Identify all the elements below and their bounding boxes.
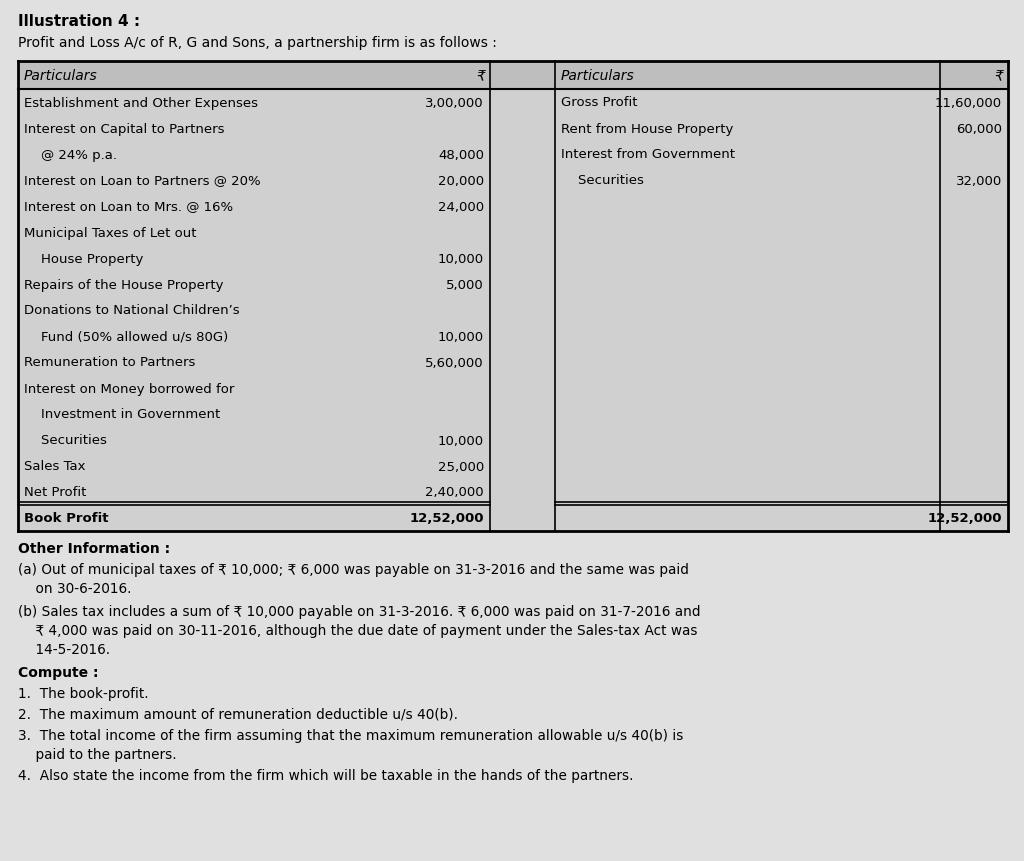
Text: Book Profit: Book Profit bbox=[24, 512, 109, 525]
Text: Investment in Government: Investment in Government bbox=[24, 408, 220, 421]
Text: Municipal Taxes of Let out: Municipal Taxes of Let out bbox=[24, 226, 197, 239]
Text: 3,00,000: 3,00,000 bbox=[425, 96, 484, 109]
Text: 10,000: 10,000 bbox=[438, 434, 484, 447]
Text: @ 24% p.a.: @ 24% p.a. bbox=[24, 148, 117, 161]
Text: Interest from Government: Interest from Government bbox=[561, 148, 735, 161]
Text: ₹ 4,000 was paid on 30-11-2016, although the due date of payment under the Sales: ₹ 4,000 was paid on 30-11-2016, although… bbox=[18, 623, 697, 637]
Text: Securities: Securities bbox=[24, 434, 106, 447]
Text: Securities: Securities bbox=[561, 174, 644, 188]
Text: Particulars: Particulars bbox=[561, 69, 635, 83]
Text: 12,52,000: 12,52,000 bbox=[410, 512, 484, 525]
Text: 4.  Also state the income from the firm which will be taxable in the hands of th: 4. Also state the income from the firm w… bbox=[18, 768, 634, 782]
Text: Net Profit: Net Profit bbox=[24, 486, 86, 499]
Text: Repairs of the House Property: Repairs of the House Property bbox=[24, 278, 223, 291]
Text: Gross Profit: Gross Profit bbox=[561, 96, 638, 109]
Text: 10,000: 10,000 bbox=[438, 330, 484, 343]
Text: Interest on Loan to Mrs. @ 16%: Interest on Loan to Mrs. @ 16% bbox=[24, 201, 233, 214]
Text: ₹: ₹ bbox=[476, 69, 485, 83]
Text: 48,000: 48,000 bbox=[438, 148, 484, 161]
Text: (a) Out of municipal taxes of ₹ 10,000; ₹ 6,000 was payable on 31-3-2016 and the: (a) Out of municipal taxes of ₹ 10,000; … bbox=[18, 562, 689, 576]
Text: House Property: House Property bbox=[24, 252, 143, 265]
Text: Profit and Loss A/c of R, G and Sons, a partnership firm is as follows :: Profit and Loss A/c of R, G and Sons, a … bbox=[18, 36, 497, 50]
Text: Interest on Loan to Partners @ 20%: Interest on Loan to Partners @ 20% bbox=[24, 174, 261, 188]
Text: Illustration 4 :: Illustration 4 : bbox=[18, 14, 140, 29]
Text: 25,000: 25,000 bbox=[437, 460, 484, 473]
Text: 12,52,000: 12,52,000 bbox=[928, 512, 1002, 525]
Text: Interest on Capital to Partners: Interest on Capital to Partners bbox=[24, 122, 224, 135]
Text: 14-5-2016.: 14-5-2016. bbox=[18, 642, 111, 656]
Text: 5,60,000: 5,60,000 bbox=[425, 356, 484, 369]
Text: Fund (50% allowed u/s 80G): Fund (50% allowed u/s 80G) bbox=[24, 330, 228, 343]
Bar bbox=[18, 62, 1008, 531]
Text: ₹: ₹ bbox=[994, 69, 1002, 83]
Text: Sales Tax: Sales Tax bbox=[24, 460, 85, 473]
Text: (b) Sales tax includes a sum of ₹ 10,000 payable on 31-3-2016. ₹ 6,000 was paid : (b) Sales tax includes a sum of ₹ 10,000… bbox=[18, 604, 700, 618]
Text: 32,000: 32,000 bbox=[955, 174, 1002, 188]
Text: 5,000: 5,000 bbox=[446, 278, 484, 291]
Text: 2.  The maximum amount of remuneration deductible u/s 40(b).: 2. The maximum amount of remuneration de… bbox=[18, 707, 458, 722]
Text: on 30-6-2016.: on 30-6-2016. bbox=[18, 581, 131, 595]
Text: 1.  The book-profit.: 1. The book-profit. bbox=[18, 686, 148, 700]
Text: 2,40,000: 2,40,000 bbox=[425, 486, 484, 499]
Text: 10,000: 10,000 bbox=[438, 252, 484, 265]
Bar bbox=[18, 62, 1008, 90]
Text: paid to the partners.: paid to the partners. bbox=[18, 747, 176, 761]
Text: 24,000: 24,000 bbox=[438, 201, 484, 214]
Text: 11,60,000: 11,60,000 bbox=[935, 96, 1002, 109]
Text: 20,000: 20,000 bbox=[438, 174, 484, 188]
Text: Compute :: Compute : bbox=[18, 666, 98, 679]
Text: 60,000: 60,000 bbox=[956, 122, 1002, 135]
Text: Donations to National Children’s: Donations to National Children’s bbox=[24, 304, 240, 317]
Text: Other Information :: Other Information : bbox=[18, 542, 170, 555]
Text: Establishment and Other Expenses: Establishment and Other Expenses bbox=[24, 96, 258, 109]
Text: Remuneration to Partners: Remuneration to Partners bbox=[24, 356, 196, 369]
Text: Interest on Money borrowed for: Interest on Money borrowed for bbox=[24, 382, 234, 395]
Text: Particulars: Particulars bbox=[24, 69, 97, 83]
Text: 3.  The total income of the firm assuming that the maximum remuneration allowabl: 3. The total income of the firm assuming… bbox=[18, 728, 683, 742]
Text: Rent from House Property: Rent from House Property bbox=[561, 122, 733, 135]
